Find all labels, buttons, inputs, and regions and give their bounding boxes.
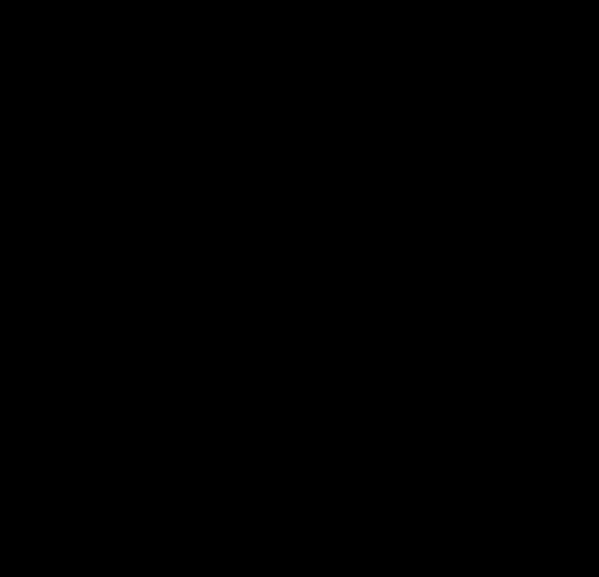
Text: Secondary Swell energy on Monday 09 Dec at 9pm GMT: Secondary Swell energy on Monday 09 Dec …: [17, 12, 582, 30]
Polygon shape: [0, 93, 276, 557]
Text: Arrows show the wind wave direction: Arrows show the wind wave direction: [170, 42, 429, 55]
